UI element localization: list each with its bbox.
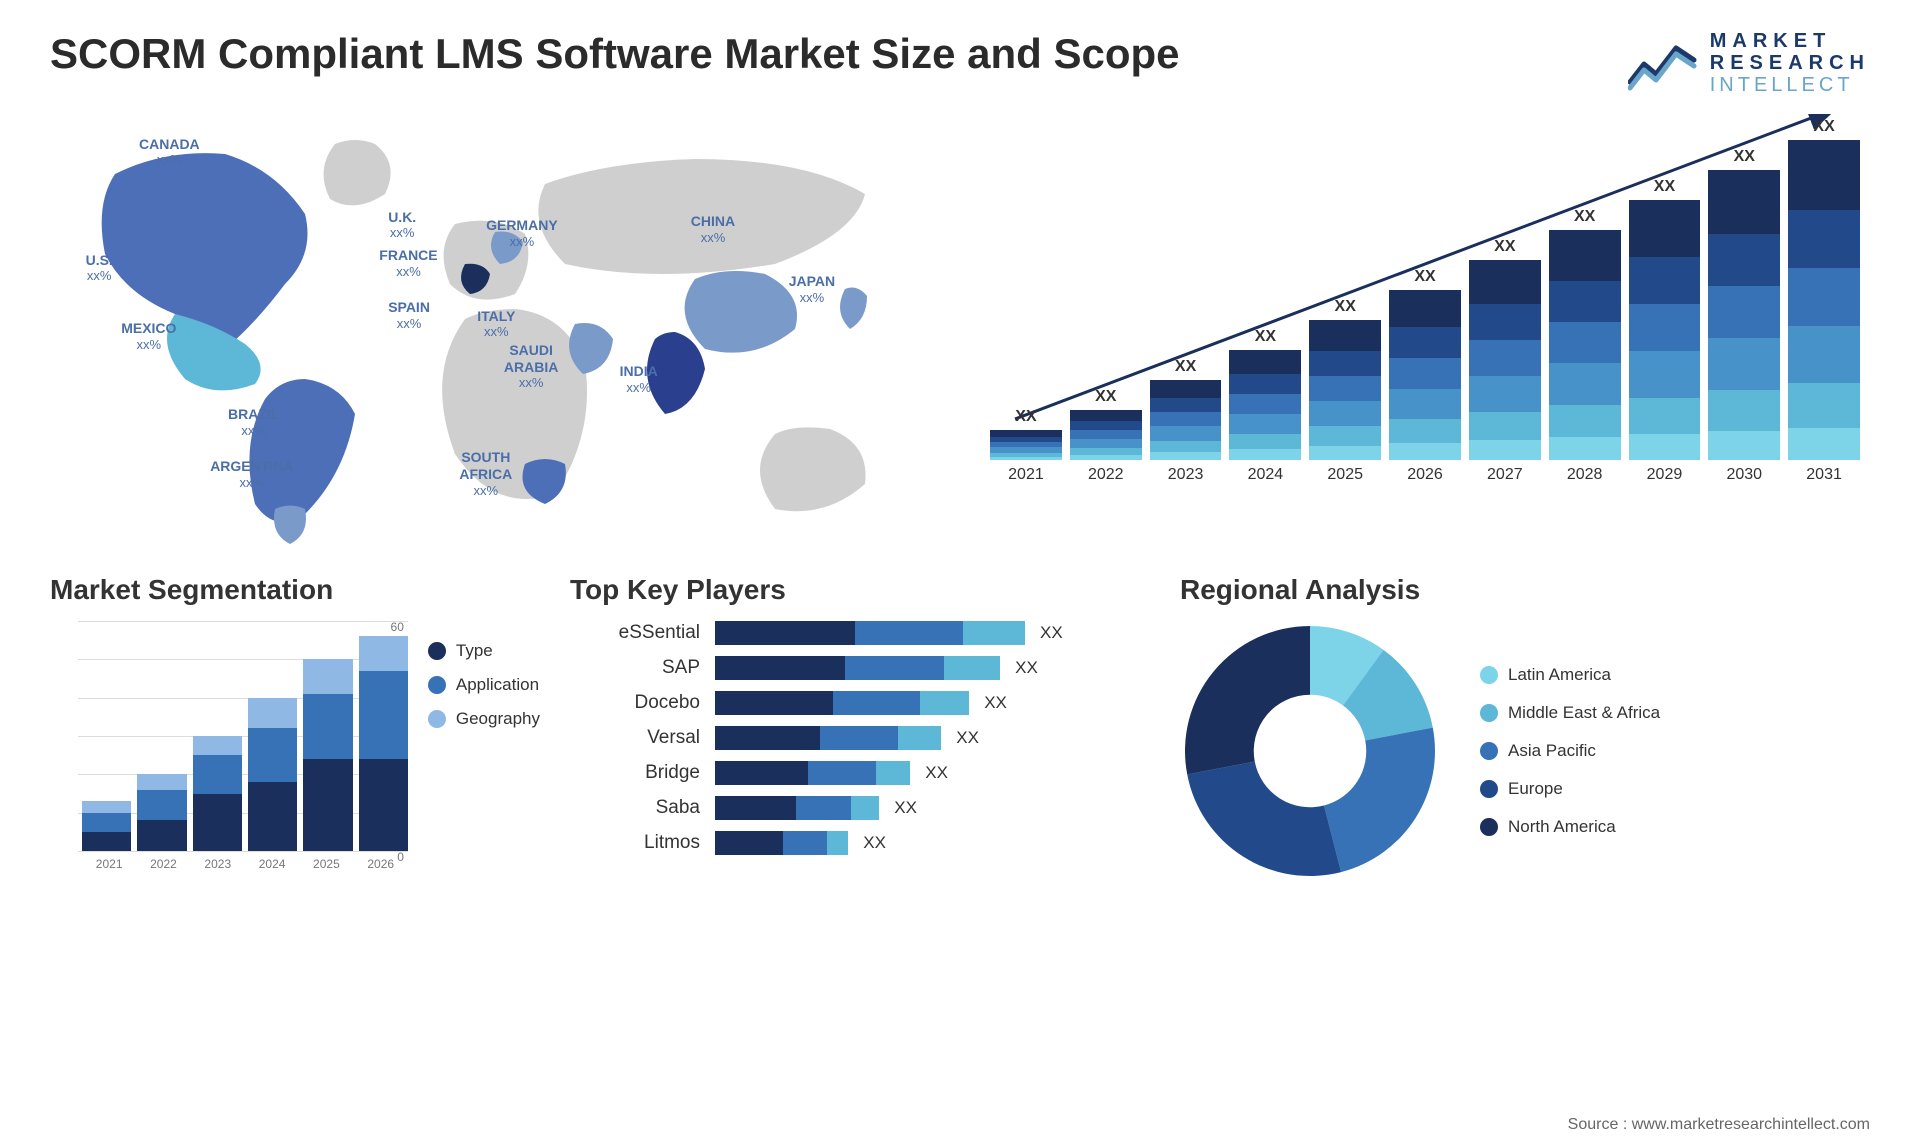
player-row: LitmosXX	[570, 831, 1150, 855]
segmentation-bar	[303, 659, 352, 851]
source-attribution: Source : www.marketresearchintellect.com	[1568, 1116, 1870, 1134]
map-label: BRAZILxx%	[228, 406, 279, 438]
regional-panel: Regional Analysis Latin America Middle Ea…	[1180, 574, 1870, 881]
growth-bar: XX2030	[1708, 148, 1780, 484]
growth-bar: XX2026	[1389, 268, 1461, 484]
segmentation-chart: 0102030405060202120222023202420252026	[50, 621, 408, 871]
map-label: U.S.xx%	[86, 252, 113, 284]
player-row: eSSentialXX	[570, 621, 1150, 645]
map-label: CANADAxx%	[139, 136, 200, 168]
legend-item: Type	[428, 641, 540, 661]
segmentation-legend: Type Application Geography	[428, 621, 540, 871]
map-label: JAPANxx%	[789, 273, 835, 305]
growth-bar: XX2021	[990, 408, 1062, 484]
logo-text: MARKET RESEARCH INTELLECT	[1710, 30, 1870, 96]
regional-title: Regional Analysis	[1180, 574, 1870, 606]
players-title: Top Key Players	[570, 574, 1150, 606]
player-row: BridgeXX	[570, 761, 1150, 785]
legend-item: Latin America	[1480, 665, 1660, 685]
map-label: ITALYxx%	[477, 308, 515, 340]
players-chart: eSSentialXX SAPXX DoceboXX VersalXX BridgeXX…	[570, 621, 1150, 855]
world-map-panel: CANADAxx% U.S.xx% MEXICOxx% BRAZILxx% ARGENT…	[50, 114, 940, 544]
map-label: INDIAxx%	[620, 363, 658, 395]
legend-item: North America	[1480, 817, 1660, 837]
growth-bar: XX2022	[1070, 388, 1142, 484]
page-title: SCORM Compliant LMS Software Market Size…	[50, 30, 1180, 78]
growth-bar: XX2028	[1549, 208, 1621, 484]
segmentation-title: Market Segmentation	[50, 574, 540, 606]
growth-bar: XX2029	[1629, 178, 1701, 484]
segmentation-panel: Market Segmentation 01020304050602021202…	[50, 574, 540, 881]
players-panel: Top Key Players eSSentialXX SAPXX DoceboXX…	[570, 574, 1150, 881]
growth-bar: XX2023	[1150, 358, 1222, 484]
player-row: SAPXX	[570, 656, 1150, 680]
growth-bar: XX2025	[1309, 298, 1381, 484]
regional-donut	[1180, 621, 1440, 881]
bottom-row: Market Segmentation 01020304050602021202…	[50, 574, 1870, 881]
map-label: CHINAxx%	[691, 213, 735, 245]
legend-item: Europe	[1480, 779, 1660, 799]
legend-item: Application	[428, 675, 540, 695]
growth-chart: XX2021XX2022XX2023XX2024XX2025XX2026XX20…	[980, 114, 1870, 544]
segmentation-bar	[137, 774, 186, 851]
legend-item: Geography	[428, 709, 540, 729]
player-row: SabaXX	[570, 796, 1150, 820]
player-row: DoceboXX	[570, 691, 1150, 715]
map-label: SAUDIARABIAxx%	[504, 342, 558, 391]
player-row: VersalXX	[570, 726, 1150, 750]
header: SCORM Compliant LMS Software Market Size…	[50, 30, 1870, 96]
map-label: ARGENTINAxx%	[210, 458, 293, 490]
map-label: FRANCExx%	[379, 247, 437, 279]
brand-logo: MARKET RESEARCH INTELLECT	[1628, 30, 1870, 96]
map-label: MEXICOxx%	[121, 320, 176, 352]
segmentation-bar	[82, 801, 131, 851]
regional-legend: Latin America Middle East & Africa Asia Pa…	[1480, 665, 1660, 837]
logo-icon	[1628, 36, 1698, 91]
segmentation-bar	[248, 698, 297, 851]
growth-bar: XX2024	[1229, 328, 1301, 484]
map-label: GERMANYxx%	[486, 217, 558, 249]
segmentation-bar	[193, 736, 242, 851]
legend-item: Middle East & Africa	[1480, 703, 1660, 723]
map-label: SPAINxx%	[388, 299, 430, 331]
growth-bar: XX2027	[1469, 238, 1541, 484]
legend-item: Asia Pacific	[1480, 741, 1660, 761]
top-row: CANADAxx% U.S.xx% MEXICOxx% BRAZILxx% ARGENT…	[50, 114, 1870, 544]
map-label: SOUTHAFRICAxx%	[459, 449, 512, 498]
growth-bar: XX2031	[1788, 118, 1860, 484]
map-label: U.K.xx%	[388, 209, 416, 241]
segmentation-bar	[359, 636, 408, 851]
